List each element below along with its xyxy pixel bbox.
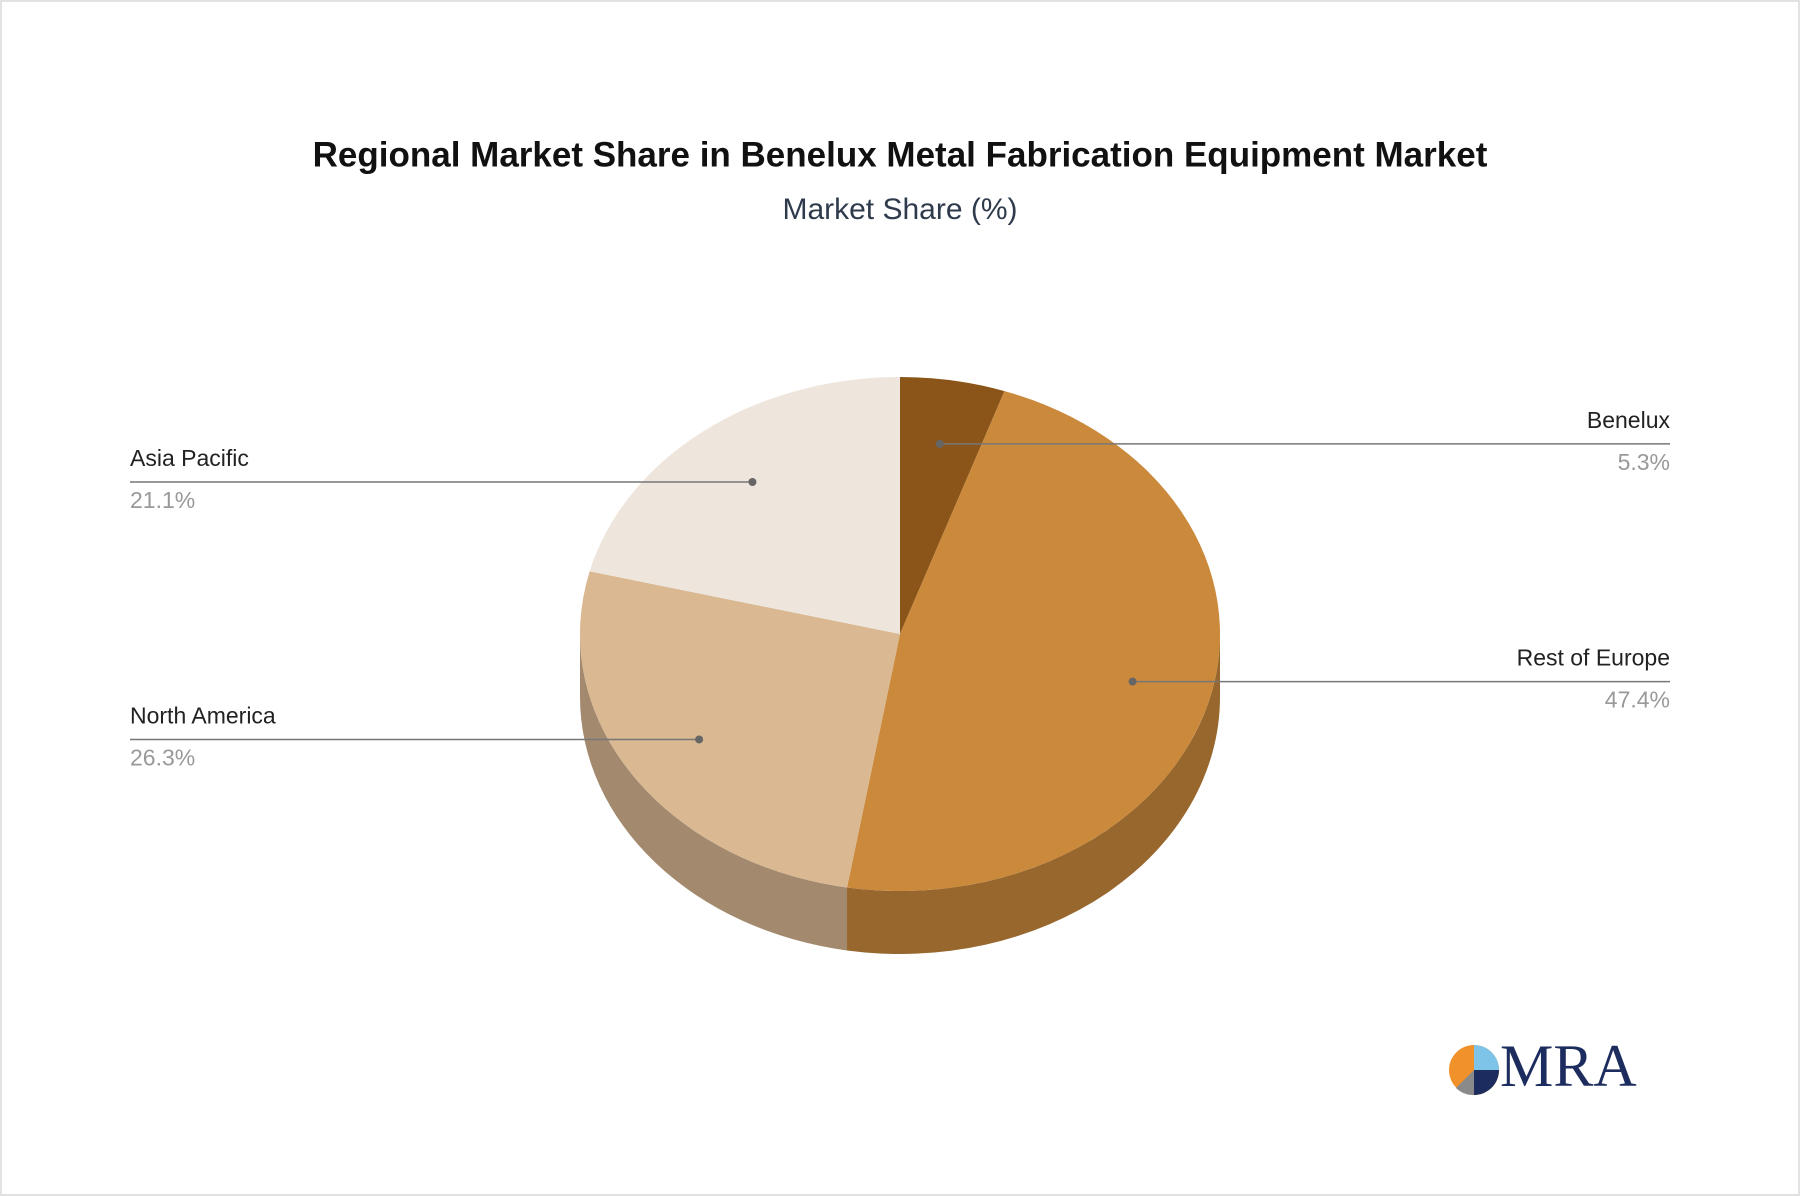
logo-wedge xyxy=(1456,1070,1474,1096)
logo-wedge xyxy=(1474,1070,1499,1095)
slice-label: Asia Pacific xyxy=(130,445,249,471)
pie-side xyxy=(580,634,848,951)
pie-slice xyxy=(847,391,1221,892)
slice-label: Benelux xyxy=(1587,407,1671,433)
leader-dot xyxy=(695,735,704,744)
leader-dot xyxy=(1128,677,1137,686)
pie-slice xyxy=(589,377,900,634)
slice-value: 26.3% xyxy=(130,745,195,771)
logo-wedge xyxy=(1474,1045,1499,1070)
logo: MRA xyxy=(1449,1033,1637,1099)
slice-value: 47.4% xyxy=(1605,687,1670,713)
leader-dot xyxy=(748,477,757,486)
slice-value: 21.1% xyxy=(130,487,195,513)
logo-text: MRA xyxy=(1500,1033,1637,1099)
chart-title: Regional Market Share in Benelux Metal F… xyxy=(313,135,1488,174)
pie-slice xyxy=(579,571,900,888)
chart-subtitle: Market Share (%) xyxy=(782,193,1017,226)
slice-value: 5.3% xyxy=(1618,449,1670,475)
pie-slice xyxy=(900,377,1005,634)
leader-dot xyxy=(935,439,944,448)
pie-side xyxy=(847,634,1220,954)
slice-label: Rest of Europe xyxy=(1517,645,1670,671)
slice-label: North America xyxy=(130,703,276,729)
